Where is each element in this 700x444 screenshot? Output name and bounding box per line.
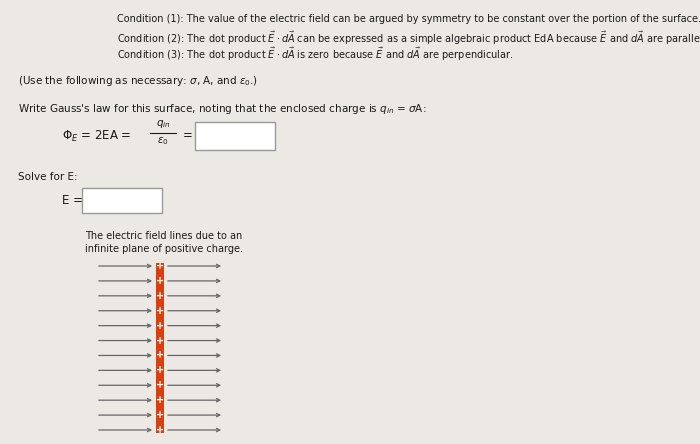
Text: +: + [156, 410, 164, 420]
Text: $\varepsilon_0$: $\varepsilon_0$ [157, 135, 169, 147]
Text: Write Gauss's law for this surface, noting that the enclosed charge is $q_{in}$ : Write Gauss's law for this surface, noti… [18, 102, 426, 116]
Text: E =: E = [62, 194, 83, 206]
Bar [156, 263, 164, 433]
Text: +: + [156, 395, 164, 405]
Text: The electric field lines due to an: The electric field lines due to an [85, 231, 242, 241]
Text: $q_{in}$: $q_{in}$ [155, 118, 170, 130]
Text: Condition (1): The value of the electric field can be argued by symmetry to be c: Condition (1): The value of the electric… [117, 14, 700, 24]
Text: +: + [156, 261, 164, 271]
Text: =: = [183, 130, 193, 143]
Text: $\Phi_E$ = 2EA =: $\Phi_E$ = 2EA = [62, 128, 132, 143]
Text: +: + [156, 291, 164, 301]
Text: +: + [156, 276, 164, 286]
Text: Condition (3): The dot product $\vec{E} \cdot d\vec{A}$ is zero because $\vec{E}: Condition (3): The dot product $\vec{E} … [117, 46, 513, 63]
Text: +: + [156, 380, 164, 390]
Text: infinite plane of positive charge.: infinite plane of positive charge. [85, 244, 243, 254]
Bar [82, 188, 162, 213]
Bar [195, 122, 275, 150]
Text: Condition (2): The dot product $\vec{E} \cdot d\vec{A}$ can be expressed as a si: Condition (2): The dot product $\vec{E} … [117, 30, 700, 48]
Text: +: + [156, 306, 164, 316]
Text: Solve for E:: Solve for E: [18, 172, 78, 182]
Text: +: + [156, 350, 164, 361]
Text: +: + [156, 365, 164, 375]
Text: (Use the following as necessary: $\sigma$, A, and $\varepsilon_0$.): (Use the following as necessary: $\sigma… [18, 74, 258, 88]
Text: +: + [156, 425, 164, 435]
Text: +: + [156, 321, 164, 331]
Text: +: + [156, 336, 164, 345]
